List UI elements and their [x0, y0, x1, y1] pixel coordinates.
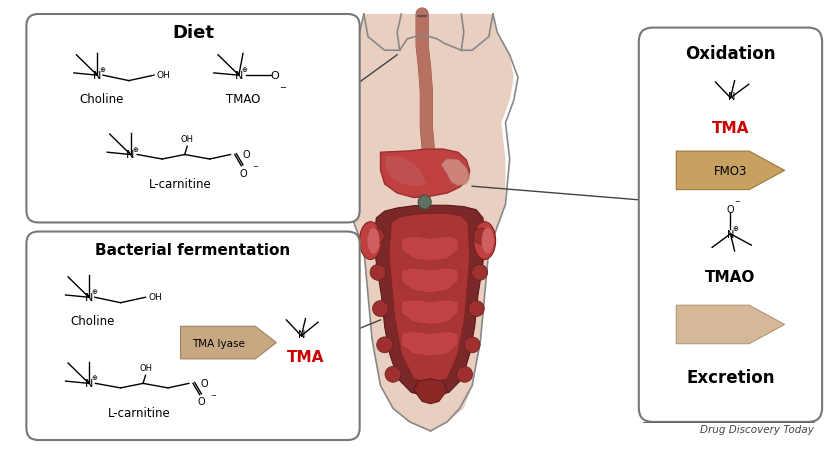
Ellipse shape — [456, 367, 472, 382]
Ellipse shape — [472, 265, 487, 281]
Polygon shape — [401, 332, 458, 356]
Polygon shape — [676, 152, 785, 190]
Ellipse shape — [482, 228, 493, 254]
Text: Oxidation: Oxidation — [686, 45, 776, 62]
Ellipse shape — [385, 367, 401, 382]
Ellipse shape — [474, 222, 496, 260]
Text: OH: OH — [149, 292, 162, 301]
Polygon shape — [401, 300, 458, 325]
Ellipse shape — [464, 337, 480, 353]
Text: O: O — [242, 150, 250, 160]
Text: TMA: TMA — [287, 349, 324, 364]
FancyBboxPatch shape — [27, 15, 359, 223]
Text: TMA lyase: TMA lyase — [192, 338, 245, 348]
Polygon shape — [401, 237, 458, 262]
Text: O: O — [197, 397, 205, 407]
Text: N: N — [84, 293, 93, 303]
Text: N: N — [727, 92, 735, 102]
Polygon shape — [441, 160, 470, 186]
Text: Diet: Diet — [172, 24, 214, 42]
Text: OH: OH — [157, 71, 171, 80]
Text: −: − — [252, 163, 257, 169]
Text: O: O — [726, 204, 734, 214]
Text: Excretion: Excretion — [686, 368, 775, 386]
Text: TMA: TMA — [711, 121, 749, 136]
Polygon shape — [676, 305, 785, 344]
Text: N: N — [235, 71, 243, 81]
Ellipse shape — [418, 196, 431, 210]
Text: L-carnitine: L-carnitine — [108, 406, 171, 420]
Text: ⊕: ⊕ — [732, 225, 738, 231]
Text: O: O — [239, 168, 247, 178]
Text: ⊕: ⊕ — [91, 288, 97, 295]
Text: ⊕: ⊕ — [241, 67, 247, 73]
Text: N: N — [726, 229, 734, 239]
Text: O: O — [201, 379, 208, 389]
Text: Choline: Choline — [79, 93, 124, 106]
Text: ⊕: ⊕ — [91, 374, 97, 380]
FancyBboxPatch shape — [27, 232, 359, 440]
Text: Drug Discovery Today: Drug Discovery Today — [700, 424, 813, 434]
Text: N: N — [126, 150, 135, 160]
Text: TMAO: TMAO — [226, 93, 260, 106]
Polygon shape — [414, 379, 447, 404]
Ellipse shape — [473, 228, 489, 244]
Text: OH: OH — [139, 363, 152, 372]
Polygon shape — [389, 214, 470, 384]
Ellipse shape — [468, 301, 484, 317]
Ellipse shape — [369, 228, 385, 244]
Text: −: − — [279, 83, 287, 92]
Text: Bacterial fermentation: Bacterial fermentation — [95, 243, 291, 258]
Ellipse shape — [370, 265, 386, 281]
Text: N: N — [93, 71, 101, 81]
Text: OH: OH — [181, 135, 194, 144]
Text: ⊕: ⊕ — [133, 146, 139, 152]
FancyBboxPatch shape — [639, 29, 822, 422]
Text: Choline: Choline — [71, 314, 115, 328]
Text: ⊕: ⊕ — [99, 67, 105, 73]
Text: FMO3: FMO3 — [714, 165, 747, 177]
Polygon shape — [339, 15, 514, 431]
Text: −: − — [210, 392, 216, 398]
Ellipse shape — [368, 228, 380, 254]
Text: N: N — [298, 330, 306, 340]
Polygon shape — [181, 327, 277, 359]
Text: −: − — [735, 198, 741, 204]
Ellipse shape — [359, 222, 381, 260]
Text: N: N — [84, 379, 93, 389]
Polygon shape — [374, 206, 485, 397]
Text: TMAO: TMAO — [706, 270, 756, 285]
Text: O: O — [270, 71, 279, 81]
Polygon shape — [385, 156, 426, 187]
Ellipse shape — [373, 301, 389, 317]
Polygon shape — [380, 150, 470, 198]
Text: L-carnitine: L-carnitine — [149, 178, 212, 191]
Ellipse shape — [377, 337, 393, 353]
Polygon shape — [401, 268, 458, 293]
